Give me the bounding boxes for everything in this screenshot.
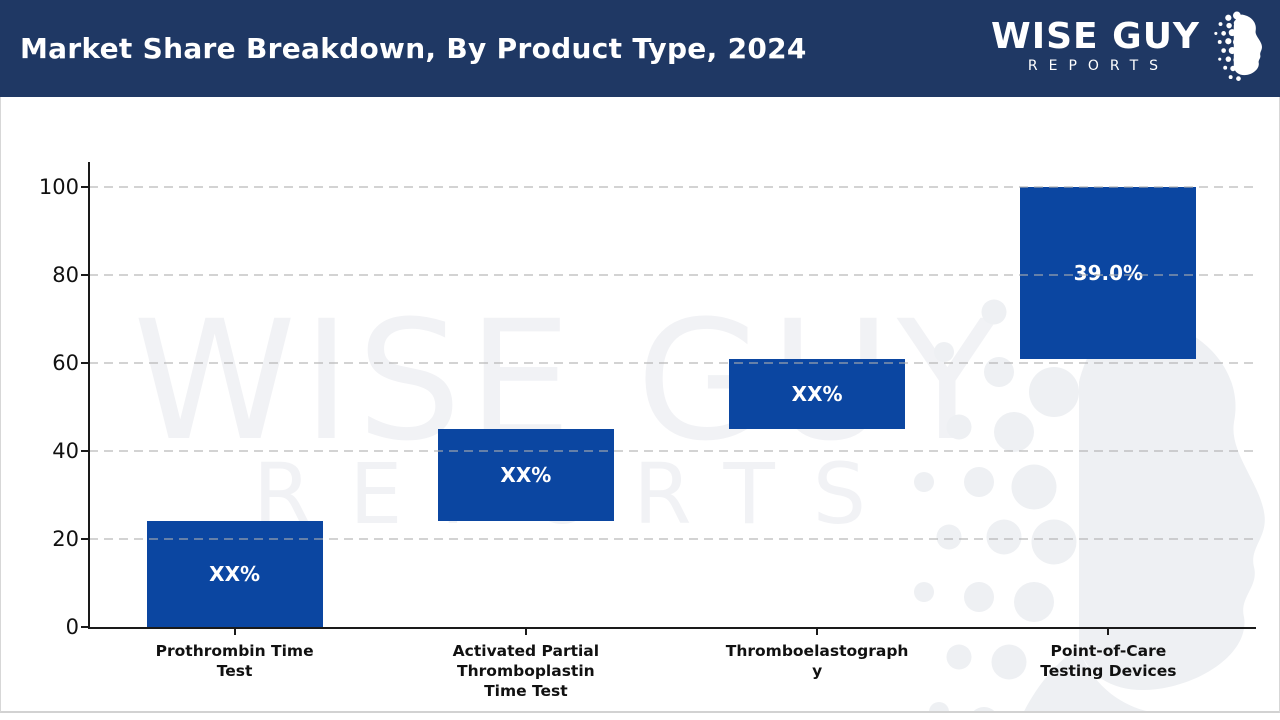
wiseguy-logo: WISE GUY REPORTS [991, 4, 1272, 94]
gridline [89, 186, 1254, 188]
bar: XX% [729, 358, 906, 429]
x-category-label: Activated Partial Thromboplastin Time Test [406, 641, 646, 701]
bar-value-label: 39.0% [1073, 260, 1144, 285]
gridline [89, 450, 1254, 452]
x-category-line: Thromboelastograph [725, 642, 909, 660]
x-tick-mark [816, 629, 819, 635]
gridline [89, 362, 1254, 364]
bar-value-label: XX% [500, 463, 552, 488]
y-tick-mark [81, 362, 89, 364]
y-tick-mark [81, 626, 89, 628]
bar-value-label: XX% [209, 562, 261, 587]
header-banner: Market Share Breakdown, By Product Type,… [0, 0, 1280, 97]
y-axis-spine [88, 162, 90, 629]
x-category-line: Test [216, 662, 253, 680]
x-category-line: Point-of-Care [1050, 642, 1167, 660]
bar-value-label: XX% [791, 381, 843, 406]
x-tick-mark [233, 629, 236, 635]
x-axis-spine [88, 627, 1256, 629]
y-tick-label: 100 [38, 175, 79, 199]
logo-text: WISE GUY REPORTS [990, 16, 1200, 75]
logo-subtitle: REPORTS [1027, 58, 1170, 74]
x-category-line: Testing Devices [1040, 662, 1177, 680]
y-tick-mark [81, 274, 89, 276]
x-category-label: Point-of-Care Testing Devices [988, 641, 1228, 681]
y-tick-mark [81, 186, 89, 188]
y-tick-label: 60 [52, 351, 79, 375]
x-tick-mark [1107, 629, 1110, 635]
x-category-line: Prothrombin Time [155, 642, 314, 660]
y-tick-label: 0 [65, 615, 79, 639]
x-category-line: Activated Partial [452, 642, 600, 660]
x-tick-mark [524, 629, 527, 635]
x-category-label: Prothrombin Time Test [115, 641, 355, 681]
y-tick-label: 80 [52, 263, 79, 287]
page-title: Market Share Breakdown, By Product Type,… [20, 32, 807, 65]
bar: 39.0% [1020, 187, 1197, 359]
x-category-label: Thromboelastograph y [697, 641, 937, 681]
logo-face-icon [1214, 11, 1262, 81]
logo-wordmark: WISE GUY [990, 16, 1200, 57]
y-tick-label: 40 [52, 439, 79, 463]
x-category-line: y [812, 662, 823, 680]
y-tick-mark [81, 538, 89, 540]
bar: XX% [437, 429, 614, 522]
y-tick-label: 20 [52, 527, 79, 551]
gridline [89, 538, 1254, 540]
y-tick-mark [81, 450, 89, 452]
x-category-line: Time Test [484, 682, 568, 700]
x-category-line: Thromboplastin [457, 662, 595, 680]
gridline [89, 274, 1254, 276]
